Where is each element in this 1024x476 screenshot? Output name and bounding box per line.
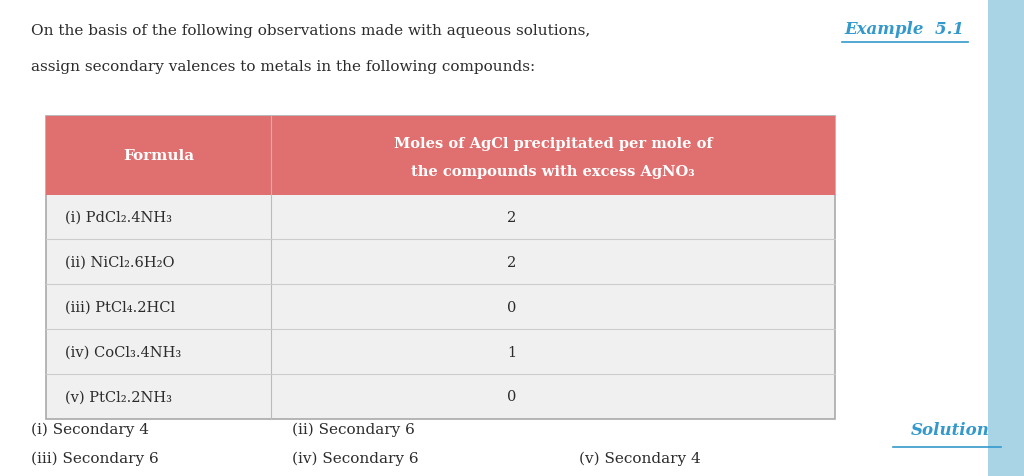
Text: 2: 2 <box>507 210 517 225</box>
Text: 1: 1 <box>508 345 516 359</box>
Text: (ii) Secondary 6: (ii) Secondary 6 <box>292 422 415 436</box>
Text: Solution: Solution <box>910 421 990 438</box>
Text: 2: 2 <box>507 255 517 269</box>
FancyBboxPatch shape <box>46 117 835 419</box>
Text: (ii) NiCl₂.6H₂O: (ii) NiCl₂.6H₂O <box>65 255 174 269</box>
Text: (iv) CoCl₃.4NH₃: (iv) CoCl₃.4NH₃ <box>65 345 181 359</box>
Text: Moles of AgCl precipitated per mole of: Moles of AgCl precipitated per mole of <box>393 137 713 151</box>
Text: (iii) Secondary 6: (iii) Secondary 6 <box>31 451 159 465</box>
Text: (v) Secondary 4: (v) Secondary 4 <box>579 451 700 465</box>
Text: (i) PdCl₂.4NH₃: (i) PdCl₂.4NH₃ <box>65 210 171 225</box>
FancyBboxPatch shape <box>46 117 835 195</box>
FancyBboxPatch shape <box>988 0 1024 476</box>
Text: the compounds with excess AgNO₃: the compounds with excess AgNO₃ <box>411 165 695 178</box>
Text: (iv) Secondary 6: (iv) Secondary 6 <box>292 451 419 465</box>
Text: 0: 0 <box>507 389 517 404</box>
Text: Example  5.1: Example 5.1 <box>844 21 965 39</box>
Text: On the basis of the following observations made with aqueous solutions,: On the basis of the following observatio… <box>31 24 590 38</box>
Text: (v) PtCl₂.2NH₃: (v) PtCl₂.2NH₃ <box>65 389 171 404</box>
Text: 0: 0 <box>507 300 517 314</box>
Text: (i) Secondary 4: (i) Secondary 4 <box>31 422 148 436</box>
Text: Formula: Formula <box>123 149 195 163</box>
Text: assign secondary valences to metals in the following compounds:: assign secondary valences to metals in t… <box>31 60 535 73</box>
Text: (iii) PtCl₄.2HCl: (iii) PtCl₄.2HCl <box>65 300 175 314</box>
